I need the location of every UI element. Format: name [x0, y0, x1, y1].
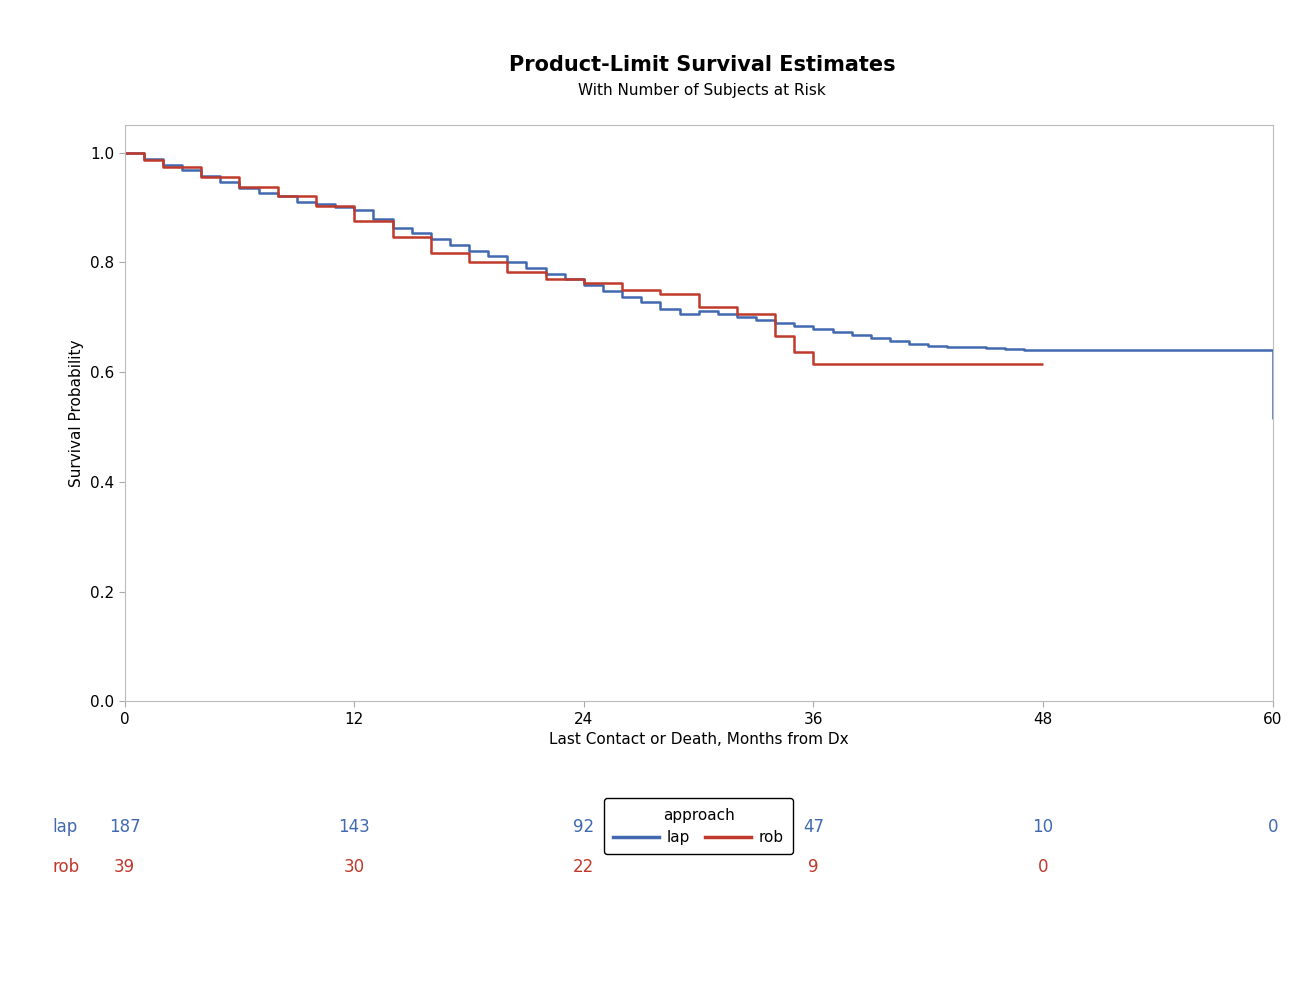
Text: 39: 39: [114, 858, 135, 876]
Text: 143: 143: [338, 818, 370, 836]
Text: lap: lap: [52, 818, 77, 836]
Text: 187: 187: [109, 818, 140, 836]
Text: 0: 0: [1267, 818, 1278, 836]
Text: 92: 92: [573, 818, 594, 836]
Text: 30: 30: [344, 858, 365, 876]
Text: 9: 9: [808, 858, 819, 876]
Text: 10: 10: [1033, 818, 1054, 836]
Text: rob: rob: [52, 858, 80, 876]
Text: With Number of Subjects at Risk: With Number of Subjects at Risk: [579, 83, 825, 97]
Text: Product-Limit Survival Estimates: Product-Limit Survival Estimates: [509, 55, 895, 75]
Text: 22: 22: [573, 858, 594, 876]
Legend: lap, rob: lap, rob: [604, 799, 794, 855]
Y-axis label: Survival Probability: Survival Probability: [70, 340, 84, 487]
Text: 0: 0: [1038, 858, 1048, 876]
X-axis label: Last Contact or Death, Months from Dx: Last Contact or Death, Months from Dx: [548, 732, 849, 747]
Text: 47: 47: [803, 818, 824, 836]
